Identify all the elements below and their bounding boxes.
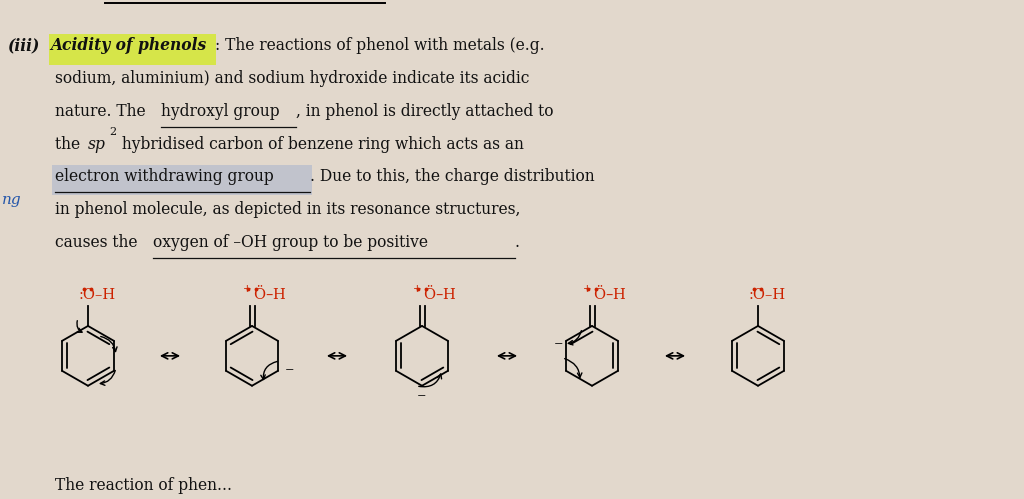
Text: ⁻: ⁻ <box>554 339 563 357</box>
FancyArrowPatch shape <box>568 331 582 345</box>
Text: nature. The: nature. The <box>55 103 151 120</box>
Text: (iii): (iii) <box>7 37 39 54</box>
Text: : The reactions of phenol with metals (e.g.: : The reactions of phenol with metals (e… <box>215 37 545 54</box>
Text: hybridised carbon of benzene ring which acts as an: hybridised carbon of benzene ring which … <box>117 136 524 153</box>
FancyArrowPatch shape <box>419 374 441 387</box>
Text: The reaction of phen...: The reaction of phen... <box>55 478 232 495</box>
Text: 2: 2 <box>109 127 116 137</box>
Text: :O–H: :O–H <box>78 288 115 302</box>
FancyArrowPatch shape <box>77 321 82 332</box>
FancyBboxPatch shape <box>49 34 216 65</box>
Text: ⁻: ⁻ <box>417 391 427 409</box>
Text: electron withdrawing group: electron withdrawing group <box>55 169 273 186</box>
FancyArrowPatch shape <box>100 336 117 352</box>
Text: :O–H: :O–H <box>748 288 785 302</box>
FancyArrowPatch shape <box>329 353 345 359</box>
Text: sp: sp <box>88 136 105 153</box>
Text: , in phenol is directly attached to: , in phenol is directly attached to <box>296 103 554 120</box>
Text: Acidity of phenols: Acidity of phenols <box>50 37 206 54</box>
FancyArrowPatch shape <box>667 353 683 359</box>
Text: the: the <box>55 136 85 153</box>
Text: ng: ng <box>2 194 22 208</box>
Text: sodium, aluminium) and sodium hydroxide indicate its acidic: sodium, aluminium) and sodium hydroxide … <box>55 70 529 87</box>
Text: $^+$Ö–H: $^+$Ö–H <box>240 284 287 302</box>
FancyArrowPatch shape <box>564 359 582 377</box>
FancyArrowPatch shape <box>100 370 116 385</box>
Text: $^+$Ö–H: $^+$Ö–H <box>410 284 457 302</box>
Text: . Due to this, the charge distribution: . Due to this, the charge distribution <box>310 169 595 186</box>
Text: hydroxyl group: hydroxyl group <box>161 103 280 120</box>
FancyArrowPatch shape <box>499 353 515 359</box>
Text: $^+$Ö–H: $^+$Ö–H <box>580 284 627 302</box>
FancyArrowPatch shape <box>162 353 178 359</box>
Text: ⁻: ⁻ <box>285 365 295 383</box>
FancyArrowPatch shape <box>261 361 278 379</box>
Text: oxygen of –OH group to be positive: oxygen of –OH group to be positive <box>153 234 428 251</box>
FancyBboxPatch shape <box>52 166 312 196</box>
Text: in phenol molecule, as depicted in its resonance structures,: in phenol molecule, as depicted in its r… <box>55 202 520 219</box>
Text: causes the: causes the <box>55 234 142 251</box>
Text: .: . <box>515 234 520 251</box>
